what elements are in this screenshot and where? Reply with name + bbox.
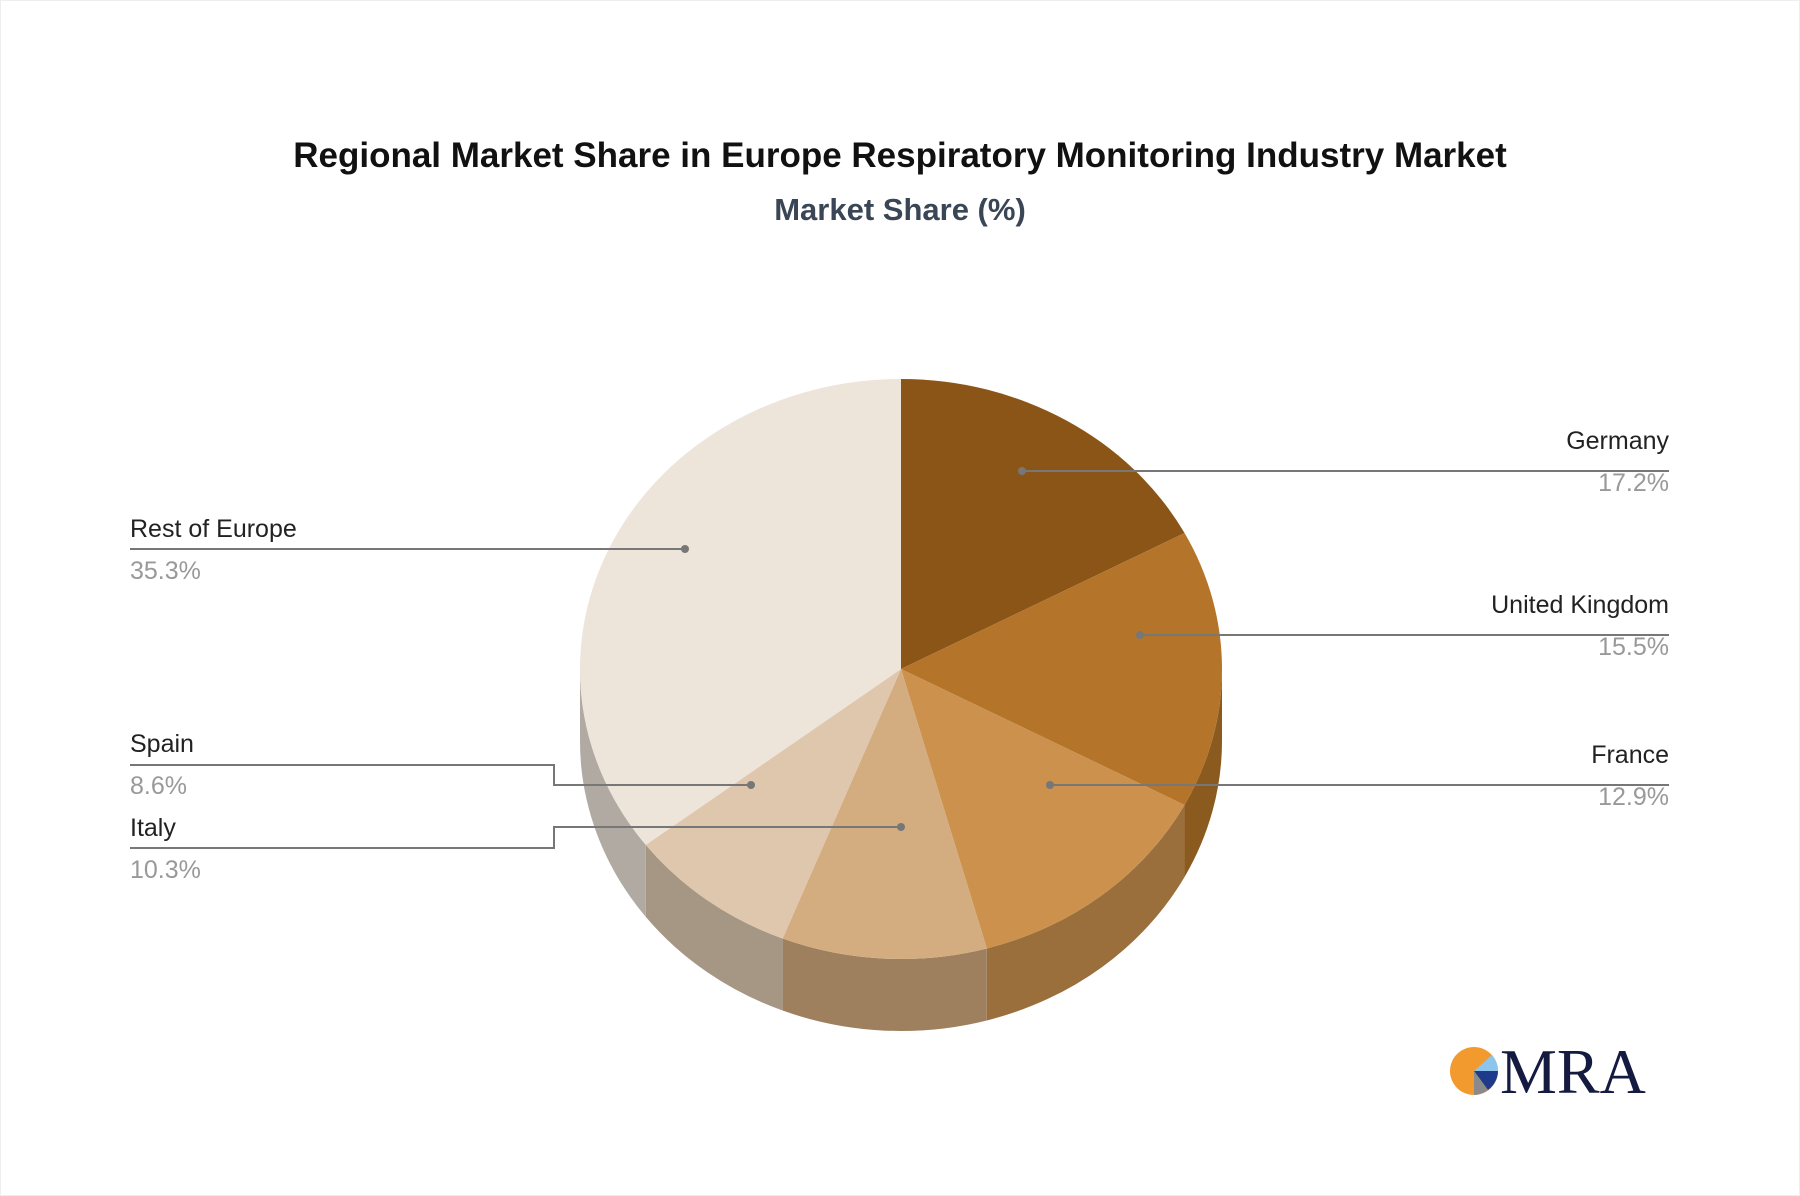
leader-dot-germany xyxy=(1018,467,1026,475)
slice-spain xyxy=(645,669,901,939)
slice-label-france: France xyxy=(1591,741,1669,769)
slice-side-france xyxy=(986,804,1185,1021)
slice-side-italy xyxy=(782,938,987,1031)
leader-dot-france xyxy=(1046,781,1054,789)
chart-title: Regional Market Share in Europe Respirat… xyxy=(293,136,1507,175)
leader-dot-united-kingdom xyxy=(1136,631,1144,639)
slice-france xyxy=(901,669,1185,949)
slice-value-france: 12.9% xyxy=(1598,783,1669,811)
leader-line-spain xyxy=(130,764,751,786)
slice-label-italy: Italy xyxy=(130,814,176,842)
leader-line-italy xyxy=(130,826,901,849)
slice-label-spain: Spain xyxy=(130,730,194,758)
slice-value-italy: 10.3% xyxy=(130,856,201,884)
leader-dot-italy xyxy=(897,823,905,831)
leader-dot-rest-of-europe xyxy=(681,545,689,553)
slice-side-rest-of-europe xyxy=(580,669,646,917)
slice-value-germany: 17.2% xyxy=(1598,469,1669,497)
slice-rest-of-europe xyxy=(580,379,901,845)
leader-dot-spain xyxy=(747,781,755,789)
slice-value-spain: 8.6% xyxy=(130,772,187,800)
slice-side-united-kingdom xyxy=(1184,669,1222,877)
slice-value-rest-of-europe: 35.3% xyxy=(130,557,201,585)
slice-side-spain xyxy=(645,844,783,1011)
slice-united-kingdom xyxy=(901,533,1223,805)
slice-label-rest-of-europe: Rest of Europe xyxy=(130,515,297,543)
slice-germany xyxy=(901,379,1185,669)
chart-subtitle: Market Share (%) xyxy=(774,192,1026,227)
slice-label-germany: Germany xyxy=(1566,427,1669,455)
slice-italy xyxy=(782,669,987,959)
slice-label-united-kingdom: United Kingdom xyxy=(1491,591,1669,619)
slice-value-united-kingdom: 15.5% xyxy=(1598,633,1669,661)
